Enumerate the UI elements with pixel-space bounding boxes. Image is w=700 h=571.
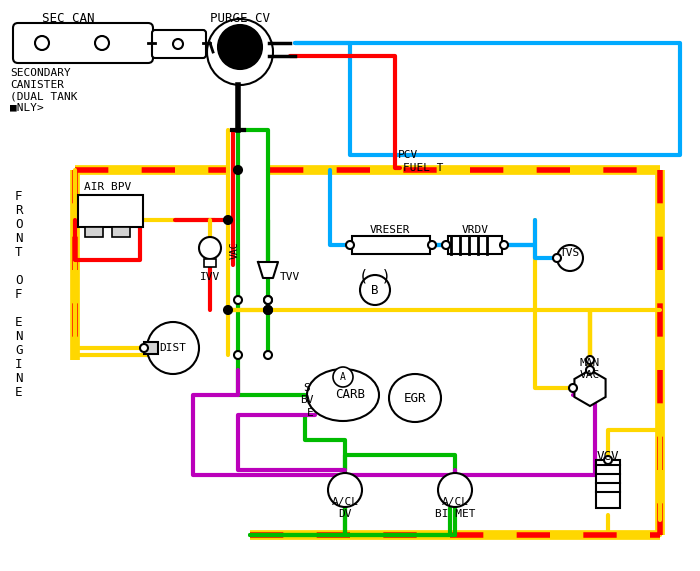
Circle shape: [234, 166, 242, 174]
Text: EGR: EGR: [404, 392, 426, 404]
Bar: [78, 195, 143, 227]
Circle shape: [442, 241, 450, 249]
Circle shape: [360, 275, 390, 305]
Text: VRDV: VRDV: [461, 225, 489, 235]
Text: (: (: [361, 268, 367, 283]
Circle shape: [224, 216, 232, 224]
Circle shape: [586, 356, 594, 364]
Circle shape: [218, 25, 262, 69]
Text: A/CL
DV: A/CL DV: [332, 497, 358, 518]
Circle shape: [199, 237, 221, 259]
Bar: [85, 227, 103, 237]
Text: TVS: TVS: [560, 248, 580, 258]
Text: FUEL T: FUEL T: [403, 163, 444, 173]
Circle shape: [557, 245, 583, 271]
Text: AIR BPV: AIR BPV: [85, 182, 132, 192]
FancyBboxPatch shape: [152, 30, 206, 58]
Polygon shape: [258, 262, 278, 278]
Circle shape: [140, 344, 148, 352]
Circle shape: [173, 39, 183, 49]
Text: CARB: CARB: [335, 388, 365, 401]
Circle shape: [346, 241, 354, 249]
Bar: [352, 236, 430, 254]
Circle shape: [35, 36, 49, 50]
Circle shape: [264, 296, 272, 304]
Circle shape: [224, 306, 232, 314]
Circle shape: [207, 19, 273, 85]
Text: A: A: [340, 372, 346, 382]
Circle shape: [264, 306, 272, 314]
Circle shape: [438, 473, 472, 507]
Bar: [448, 236, 502, 254]
Circle shape: [586, 366, 594, 374]
Text: VCV: VCV: [596, 450, 620, 463]
Circle shape: [264, 306, 272, 314]
Circle shape: [569, 384, 577, 392]
Text: S: S: [304, 383, 310, 393]
Text: MAN
VAC: MAN VAC: [580, 358, 600, 380]
Text: BV: BV: [300, 395, 314, 405]
Circle shape: [234, 296, 242, 304]
Text: SEC CAN: SEC CAN: [42, 12, 94, 25]
Ellipse shape: [307, 369, 379, 421]
Bar: [112, 227, 130, 237]
FancyBboxPatch shape: [13, 23, 153, 63]
Circle shape: [234, 351, 242, 359]
Text: DIST: DIST: [160, 343, 186, 353]
Text: A/CL
BI MET: A/CL BI MET: [435, 497, 475, 518]
Text: IVV: IVV: [200, 272, 220, 282]
Polygon shape: [575, 370, 606, 406]
Text: SECONDARY
CANISTER
(DUAL TANK
■NLY>: SECONDARY CANISTER (DUAL TANK ■NLY>: [10, 68, 78, 113]
Bar: [204, 259, 216, 267]
Circle shape: [264, 351, 272, 359]
Ellipse shape: [389, 374, 441, 422]
Bar: [144, 342, 158, 354]
Circle shape: [95, 36, 109, 50]
Text: ): ): [383, 268, 389, 283]
Circle shape: [147, 322, 199, 374]
Text: PURGE CV: PURGE CV: [210, 12, 270, 25]
Bar: [596, 460, 620, 508]
Circle shape: [428, 241, 436, 249]
Circle shape: [553, 254, 561, 262]
Circle shape: [333, 367, 353, 387]
Text: TVV: TVV: [280, 272, 300, 282]
Text: F
R
O
N
T
 
O
F
 
E
N
G
I
N
E: F R O N T O F E N G I N E: [15, 191, 22, 400]
Text: VRESER: VRESER: [370, 225, 410, 235]
Circle shape: [328, 473, 362, 507]
Text: PCV: PCV: [398, 150, 419, 160]
Circle shape: [500, 241, 508, 249]
Text: E: E: [307, 408, 314, 418]
Circle shape: [264, 296, 272, 304]
Circle shape: [604, 456, 612, 464]
Text: B: B: [371, 283, 379, 296]
Text: VAC: VAC: [230, 241, 240, 259]
